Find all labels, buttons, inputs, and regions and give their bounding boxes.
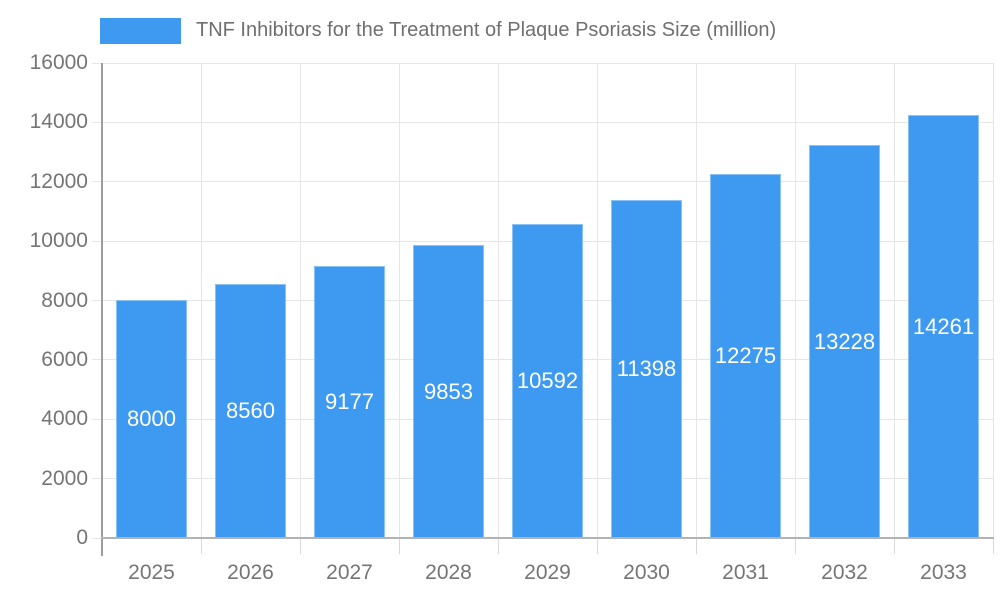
y-axis-line xyxy=(101,63,103,556)
bar-value-label: 12275 xyxy=(714,343,777,368)
x-gridline xyxy=(497,63,499,538)
bar: 12275 xyxy=(710,174,781,538)
bar-value-label: 11398 xyxy=(616,356,677,381)
x-gridline xyxy=(893,63,895,538)
x-axis-label: 2025 xyxy=(128,561,175,584)
x-axis-tick xyxy=(695,538,697,554)
x-axis-tick xyxy=(200,538,202,554)
bar-value-label: 9853 xyxy=(424,378,473,404)
y-gridline xyxy=(102,62,993,64)
y-gridline xyxy=(102,121,993,123)
bar-value-label: 13228 xyxy=(813,328,876,354)
bar-value-label: 8560 xyxy=(226,398,275,423)
bar: 9177 xyxy=(314,266,385,538)
y-axis-label: 12000 xyxy=(29,169,88,193)
x-axis-tick xyxy=(992,538,994,554)
x-axis-label: 2029 xyxy=(524,561,571,584)
bar-value-label: 8000 xyxy=(127,406,176,431)
x-gridline xyxy=(299,63,301,538)
bar: 8000 xyxy=(116,300,187,538)
y-axis-tick xyxy=(92,121,102,123)
y-axis-label: 4000 xyxy=(41,407,88,431)
y-axis-tick xyxy=(92,537,102,539)
y-axis-label: 10000 xyxy=(29,229,88,253)
x-axis-label: 2027 xyxy=(326,561,373,584)
legend-label: TNF Inhibitors for the Treatment of Plaq… xyxy=(196,19,777,41)
x-gridline xyxy=(992,63,994,538)
y-axis-tick xyxy=(92,359,102,361)
y-axis-label: 2000 xyxy=(41,466,88,490)
y-axis-label: 8000 xyxy=(41,288,88,312)
y-axis-tick xyxy=(92,181,102,183)
x-axis-tick xyxy=(794,538,796,554)
x-axis-label: 2028 xyxy=(425,561,472,584)
y-axis-tick xyxy=(92,300,102,301)
x-gridline xyxy=(695,63,697,538)
x-axis-label: 2030 xyxy=(623,561,670,584)
x-axis-tick xyxy=(596,538,598,554)
bar: 14261 xyxy=(908,115,979,538)
x-axis-tick xyxy=(299,538,301,554)
x-axis-label: 2026 xyxy=(227,561,274,584)
legend-item[interactable]: TNF Inhibitors for the Treatment of Plaq… xyxy=(100,17,776,44)
x-axis-label: 2031 xyxy=(722,561,769,584)
y-axis-tick xyxy=(92,418,102,420)
y-axis-label: 0 xyxy=(76,526,88,549)
x-gridline xyxy=(200,63,202,538)
bar: 13228 xyxy=(809,145,880,538)
x-axis-label: 2033 xyxy=(920,561,967,584)
x-gridline xyxy=(794,63,796,538)
y-axis-label: 14000 xyxy=(29,110,88,134)
legend-swatch xyxy=(100,17,181,44)
bar-value-label: 14261 xyxy=(912,313,975,339)
x-axis-line xyxy=(101,537,994,539)
x-gridline xyxy=(398,63,400,538)
bar: 10592 xyxy=(512,224,583,538)
bar: 9853 xyxy=(413,245,484,538)
x-axis-tick xyxy=(497,538,499,554)
y-axis-tick xyxy=(92,478,102,480)
x-axis-tick xyxy=(893,538,895,554)
bar: 8560 xyxy=(215,284,286,538)
x-gridline xyxy=(596,63,598,538)
y-axis-label: 6000 xyxy=(41,347,88,371)
y-axis-tick xyxy=(92,240,102,242)
bar-value-label: 9177 xyxy=(325,389,374,414)
x-axis-label: 2032 xyxy=(821,561,868,584)
x-axis-tick xyxy=(398,538,400,554)
bar-value-label: 10592 xyxy=(516,368,579,393)
bar: 11398 xyxy=(611,200,682,538)
y-axis-tick xyxy=(92,62,102,64)
y-axis-label: 16000 xyxy=(29,51,88,74)
